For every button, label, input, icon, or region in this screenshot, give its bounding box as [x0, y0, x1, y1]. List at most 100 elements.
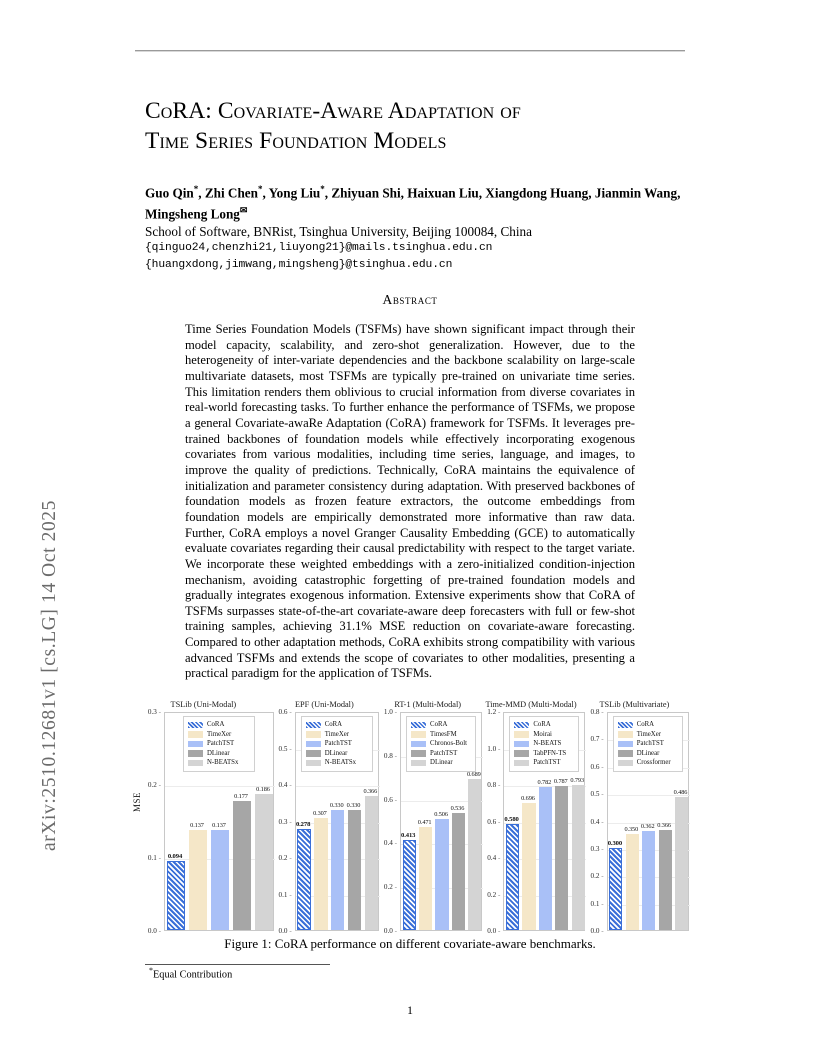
y-axis-tick: 0.7 -: [590, 735, 604, 744]
legend-item: Moirai: [514, 730, 574, 740]
gridline: [504, 786, 587, 787]
bar-chronos-bolt: [435, 819, 449, 930]
y-axis-tick: 0.8 -: [590, 708, 604, 716]
bar-cora: [506, 824, 520, 930]
y-axis-tick: 0.1 -: [147, 854, 161, 862]
legend-swatch: [514, 759, 530, 767]
legend-swatch: [617, 750, 633, 757]
y-axis-tick: 0.8 -: [487, 781, 501, 789]
bar-value-label: 0.094: [167, 853, 183, 861]
bar-value-label: 0.330: [346, 801, 361, 809]
bar-cora: [402, 839, 416, 930]
author-block: Guo Qin*, Zhi Chen*, Yong Liu*, Zhiyuan …: [145, 181, 690, 273]
legend-item: N-BEATSx: [305, 758, 368, 768]
legend-label: N-BEATS: [533, 740, 562, 748]
bar-n-beatsx: [364, 796, 379, 930]
y-axis-tick: 0.0 -: [147, 927, 161, 935]
legend-swatch: [305, 740, 321, 748]
chart-title: EPF (Uni-Modal): [294, 700, 354, 709]
abstract-heading: Abstract: [382, 292, 438, 307]
figure-1: TSLib (Uni-Modal) MSE 0.0 - 0.1 - 0.2 - 0.3 -…: [132, 700, 690, 935]
legend-label: PatchTST: [207, 740, 235, 748]
legend-item: PatchTST: [188, 739, 250, 749]
legend-label: CoRA: [533, 721, 551, 728]
legend-swatch: [305, 750, 321, 757]
legend-swatch: [514, 740, 530, 748]
plot-area: [164, 712, 275, 931]
y-axis-tick: 0.4 -: [383, 839, 398, 848]
author-names-line-1: Guo Qin*, Zhi Chen*, Yong Liu*, Zhiyuan …: [145, 184, 681, 201]
legend-swatch: [617, 740, 633, 748]
chart-legend: CoRA TimesFM Chronos-Bolt PatchTST DLinear: [406, 716, 477, 772]
legend-swatch: [617, 731, 633, 738]
legend-item: Crossformer: [617, 758, 678, 768]
bar-value-label: 0.471: [417, 818, 432, 826]
bar-value-label: 0.486: [673, 788, 688, 796]
abstract-body: Time Series Foundation Models (TSFMs) ha…: [185, 322, 635, 681]
footnote: *Equal Contribution: [149, 966, 232, 980]
footnote-marker-2: *: [257, 184, 263, 194]
y-axis-tick: 0.6 -: [383, 795, 398, 804]
y-axis-tick: 0.2 -: [278, 854, 292, 862]
y-axis-tick: 0.3 -: [278, 817, 292, 826]
arxiv-stamp: arXiv:2510.12681v1 [cs.LG] 14 Oct 2025: [0, 0, 70, 1056]
legend-item: DLinear: [305, 749, 368, 759]
chart-legend: CoRA TimeXer PatchTST DLinear Crossformer: [612, 716, 683, 772]
chart-legend: CoRA TimeXer PatchTST DLinear N-BEATSx: [183, 716, 255, 772]
footnote-marker-1: *: [193, 184, 199, 194]
legend-swatch: [305, 759, 321, 767]
bar-value-label: 0.696: [521, 794, 535, 802]
legend-label: PatchTST: [636, 740, 664, 748]
bar-tabpfn-ts: [555, 786, 569, 930]
legend-item: CoRA: [411, 720, 471, 730]
legend-label: Chronos-Bolt: [430, 740, 468, 748]
email-line-2: {huangxdong,jimwang,mingsheng}@tsinghua.…: [145, 258, 453, 271]
bar-value-label: 0.186: [256, 786, 270, 794]
chart-title: Time-MMD (Multi-Modal): [485, 700, 577, 709]
chart-panel-2: EPF (Uni-Modal) 0.0 - 0.1 - 0.2 - 0.3 - 0.4 -…: [273, 700, 380, 935]
affiliation: School of Software, BNRist, Tsinghua Uni…: [145, 224, 532, 240]
legend-label: TabPFN-TS: [533, 749, 567, 757]
legend-label: Crossformer: [636, 759, 671, 767]
y-axis-tick: 0.4 -: [590, 817, 604, 826]
footnote-marker-3: *: [320, 184, 325, 194]
y-axis-tick: 1.0 -: [383, 708, 398, 716]
bar-patchtst: [211, 830, 229, 930]
legend-label: N-BEATSx: [207, 759, 239, 767]
y-axis-tick: 0.0 -: [487, 927, 501, 935]
chart-panel-4: Time-MMD (Multi-Modal) 0.0 - 0.2 - 0.4 - 0.6…: [479, 700, 587, 935]
gridline: [607, 795, 690, 797]
bar-value-label: 0.413: [401, 831, 416, 839]
footnote-text: Equal Contribution: [153, 969, 233, 981]
legend-item: DLinear: [188, 749, 250, 759]
y-axis-tick: 0.4 -: [278, 781, 292, 789]
page-title: CoRA: Covariate-Aware Adaptation of Time…: [145, 96, 685, 156]
legend-label: TimeXer: [636, 730, 661, 738]
legend-swatch: [514, 731, 530, 738]
y-axis-tick: 0.2 -: [147, 781, 161, 789]
arxiv-identifier: arXiv:2510.12681v1 [cs.LG] 14 Oct 2025: [39, 500, 60, 851]
gridline: [401, 800, 484, 802]
legend-label: DLinear: [207, 749, 230, 757]
y-axis-tick: 0.6 -: [278, 708, 292, 716]
y-axis-tick: 0.1 -: [590, 899, 604, 908]
bar-crossformer: [674, 796, 689, 930]
y-axis-tick: 0.2 -: [383, 883, 398, 892]
bar-patchtst: [571, 785, 585, 930]
email-line-1: {qinguo24,chenzhi21,liuyong21}@mails.tsi…: [145, 242, 493, 255]
legend-item: N-BEATSx: [188, 758, 250, 768]
y-axis-tick: 0.8 -: [383, 751, 398, 760]
bar-value-label: 0.300: [607, 839, 623, 847]
bar-value-label: 0.177: [234, 792, 248, 800]
paper-page: CoRA: Covariate-Aware Adaptation of Time…: [132, 0, 690, 1056]
legend-swatch: [514, 750, 530, 757]
bar-value-label: 0.137: [212, 821, 226, 829]
footnote-rule: [145, 964, 330, 965]
bar-value-label: 0.366: [363, 788, 378, 796]
bar-value-label: 0.793: [570, 777, 584, 785]
legend-swatch: [617, 721, 633, 728]
legend-label: DLinear: [430, 759, 453, 767]
chart-panel-1: TSLib (Uni-Modal) MSE 0.0 - 0.1 - 0.2 - 0.3 -…: [132, 700, 275, 935]
legend-item: DLinear: [617, 749, 678, 759]
bar-value-label: 0.787: [553, 778, 568, 786]
